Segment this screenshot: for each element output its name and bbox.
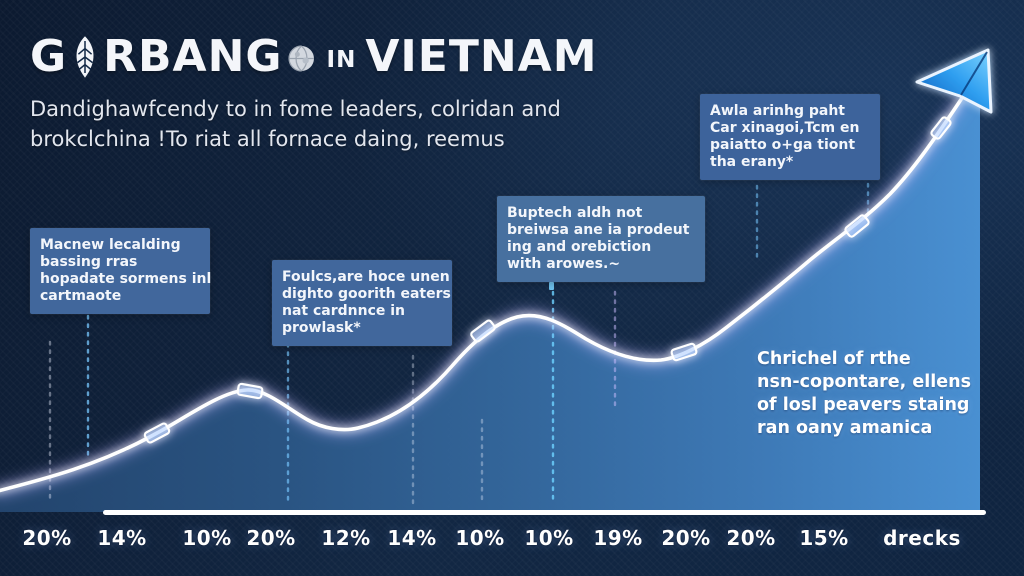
callout-box-2: Foulcs,are hoce unen dighto goorith eate… bbox=[272, 260, 452, 347]
leaf-icon bbox=[69, 34, 101, 80]
callout-text: nat cardnnce in bbox=[282, 303, 406, 320]
callout-text: cartmaote bbox=[40, 288, 122, 305]
subtitle-line-1: Dandighawfcendy to in fome leaders, colr… bbox=[30, 97, 561, 121]
axis-label: 10% bbox=[182, 526, 232, 550]
title-text-rbang: RBANG bbox=[103, 31, 283, 82]
subtitle: Dandighawfcendy to in fome leaders, colr… bbox=[30, 94, 598, 155]
data-marker bbox=[470, 319, 496, 343]
axis-label: 20% bbox=[726, 526, 776, 550]
subtitle-line-2: brokclchina !To riat all fornace daing, … bbox=[30, 127, 505, 152]
data-marker bbox=[670, 342, 698, 362]
axis-label: 14% bbox=[97, 526, 147, 550]
baseline bbox=[103, 510, 986, 515]
side-note-text: of losl peavers staing bbox=[757, 395, 970, 416]
title-text-vietnam: VIETNAM bbox=[365, 31, 598, 82]
axis-label: 19% bbox=[593, 526, 643, 550]
paper-plane-arrow-icon bbox=[915, 48, 993, 114]
side-note-text: nsn-copontare, ellens bbox=[757, 372, 972, 393]
callout-text: tha erany* bbox=[710, 154, 794, 171]
data-markers bbox=[143, 116, 952, 444]
callout-text: Foulcs,are hoce unen bbox=[282, 269, 450, 285]
callout-box-3: Buptech aldh not breiwsa ane ia prodeut … bbox=[497, 196, 705, 283]
callout-text: Car xinagoi,Tcm en bbox=[710, 120, 860, 137]
callout-text: with arowes.~ bbox=[507, 256, 621, 273]
axis-label: 12% bbox=[321, 526, 371, 550]
data-marker bbox=[930, 116, 952, 140]
data-marker bbox=[844, 214, 870, 238]
callout-text: paiatto o+ga tiont bbox=[710, 137, 856, 154]
axis-label: 10% bbox=[524, 526, 574, 550]
callout-text: hopadate sormens inl bbox=[40, 271, 212, 288]
title-text-g: G bbox=[30, 31, 68, 82]
callout-text: Macnew lecalding bbox=[40, 237, 181, 253]
callout-text: dighto goorith eaters bbox=[282, 286, 451, 303]
side-note-text: Chrichel of rthe bbox=[757, 349, 911, 369]
data-marker bbox=[143, 422, 171, 444]
callout-text: bassing rras bbox=[40, 254, 138, 271]
axis-label: 20% bbox=[22, 526, 72, 550]
globe-icon bbox=[287, 44, 315, 72]
callout-text: prowlask* bbox=[282, 320, 361, 337]
callout-box-4: Awla arinhg paht Car xinagoi,Tcm en paia… bbox=[700, 94, 880, 181]
side-note: Chrichel of rthe nsn-copontare, ellens o… bbox=[757, 348, 972, 440]
trend-line bbox=[0, 96, 964, 493]
axis-label: 20% bbox=[661, 526, 711, 550]
area-fill bbox=[0, 98, 980, 512]
side-note-text: ran oany amanica bbox=[757, 418, 933, 439]
drop-lines bbox=[48, 182, 870, 506]
title-text-in: IN bbox=[326, 47, 357, 73]
page-title: G RBANG IN VIETNAM bbox=[30, 34, 598, 80]
axis-label: 20% bbox=[246, 526, 296, 550]
callout-text: Buptech aldh not bbox=[507, 205, 643, 221]
axis-label: 10% bbox=[455, 526, 505, 550]
callout-text: Awla arinhg paht bbox=[710, 103, 845, 119]
axis-label: 15% bbox=[799, 526, 849, 550]
axis-label: 14% bbox=[387, 526, 437, 550]
header: G RBANG IN VIETNAM Dandighawfcendy t bbox=[30, 34, 598, 155]
callout-text: ing and orebiction bbox=[507, 239, 652, 256]
callout-box-1: Macnew lecalding bassing rras hopadate s… bbox=[30, 228, 212, 315]
tick-glyph bbox=[549, 282, 554, 290]
callout-text: breiwsa ane ia prodeut bbox=[507, 222, 690, 239]
axis-label: drecks bbox=[883, 526, 961, 550]
data-marker bbox=[236, 382, 264, 400]
